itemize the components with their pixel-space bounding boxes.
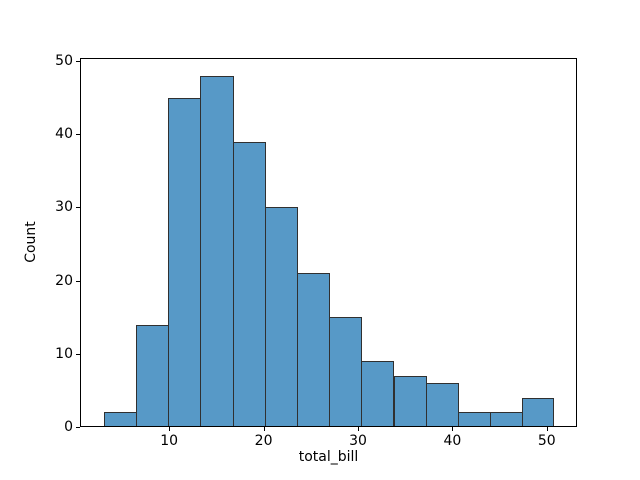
y-tick-mark [76,427,80,428]
histogram-bar [457,412,492,427]
y-tick-mark [76,60,80,62]
histogram-bar [329,317,363,427]
y-tick-mark [76,207,80,209]
y-tick-mark [76,134,80,136]
histogram-bar [490,412,524,427]
x-tick-mark [452,427,454,431]
histogram-bar [200,75,234,427]
y-tick-label: 30 [55,199,73,216]
histogram-bar [136,324,170,427]
histogram-bar [168,97,202,427]
histogram-bar [103,412,137,427]
x-tick-label: 40 [443,433,462,449]
histogram-bar [264,207,298,427]
histogram-bar [361,361,395,427]
y-tick-mark [76,280,80,282]
histogram-bar [522,397,555,427]
plot-area [80,58,577,428]
histogram-bar [296,273,331,428]
y-axis-title: Count [23,221,39,263]
x-tick-mark [263,427,265,431]
x-tick-mark [169,427,171,431]
histogram-bar [425,383,459,427]
x-tick-label: 50 [537,433,556,449]
y-tick-label: 20 [55,272,73,289]
y-tick-label: 50 [55,52,73,69]
x-tick-label: 30 [349,433,367,449]
y-tick-label: 10 [55,345,73,362]
y-tick-label: 0 [64,419,73,435]
x-axis-title: total_bill [298,449,359,465]
x-tick-label: 20 [254,433,273,449]
x-tick-mark [358,427,359,431]
x-tick-label: 10 [160,433,179,449]
histogram-bar [393,375,427,428]
y-tick-mark [76,353,80,355]
histogram-bar [232,141,266,427]
y-tick-label: 40 [55,126,73,143]
x-tick-mark [546,427,548,431]
